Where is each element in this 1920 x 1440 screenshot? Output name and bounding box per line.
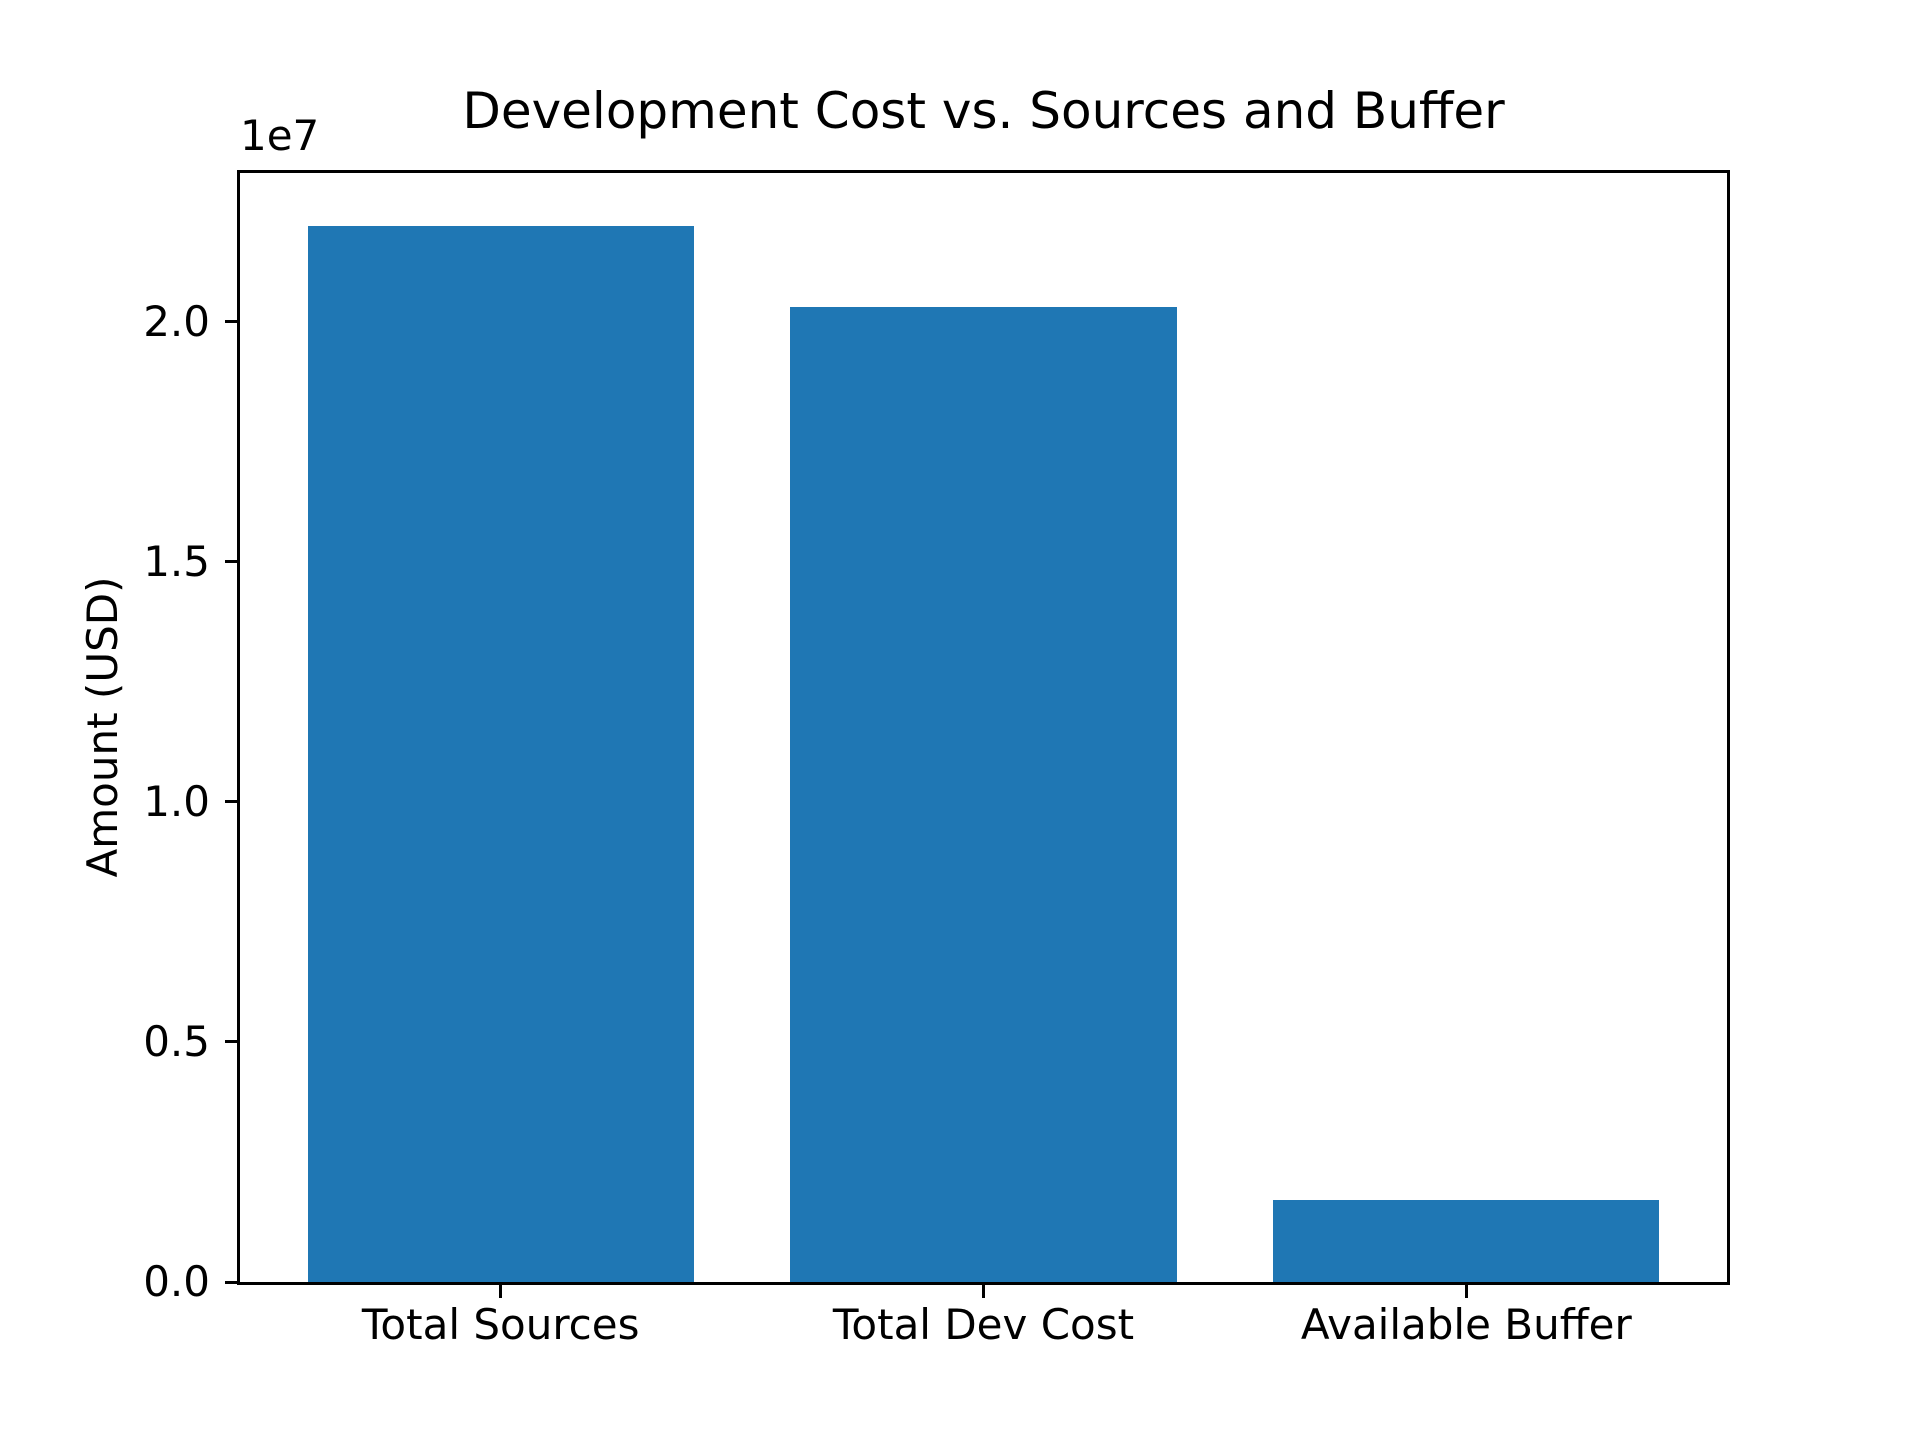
y-tick-mark [225, 1040, 240, 1044]
x-tick-mark [1464, 1283, 1468, 1298]
bar-total-sources [307, 225, 694, 1282]
x-tick-label-available-buffer: Available Buffer [1300, 1300, 1632, 1349]
y-tick-label: 0.0 [143, 1257, 210, 1306]
y-tick-label: 1.5 [143, 536, 210, 586]
chart-title: Development Cost vs. Sources and Buffer [462, 82, 1505, 140]
y-tick-label: 1.0 [143, 776, 210, 826]
y-tick-label: 0.5 [143, 1016, 210, 1066]
x-tick-mark [499, 1283, 503, 1298]
y-axis-offset-text: 1e7 [240, 111, 320, 160]
bar-total-dev-cost [790, 307, 1177, 1282]
y-tick-mark [225, 320, 240, 324]
plot-area [240, 173, 1727, 1282]
y-tick-mark [225, 560, 240, 564]
y-tick-label: 2.0 [143, 296, 210, 346]
bar-available-buffer [1273, 1200, 1660, 1282]
y-tick-mark [225, 800, 240, 804]
x-tick-label-total-dev-cost: Total Dev Cost [832, 1300, 1135, 1349]
y-axis-label: Amount (USD) [78, 576, 127, 878]
x-tick-label-total-sources: Total Sources [361, 1300, 640, 1349]
x-tick-mark [982, 1283, 985, 1298]
y-tick-mark [225, 1280, 240, 1284]
